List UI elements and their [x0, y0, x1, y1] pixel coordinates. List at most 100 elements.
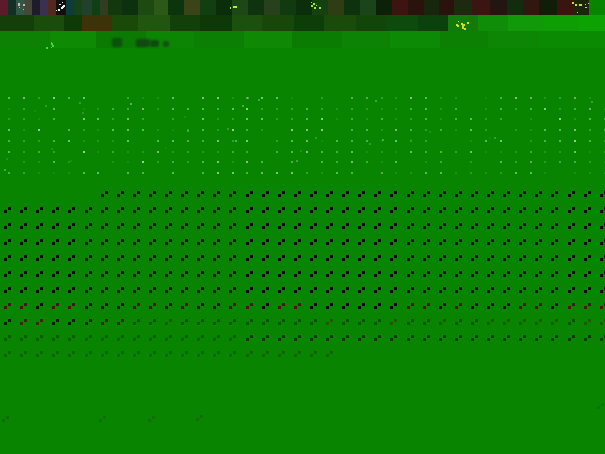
grid-dot [52, 171, 55, 174]
diagonal-mark [36, 322, 39, 325]
grid-dot [201, 139, 204, 142]
grid-dot [514, 97, 517, 99]
diagonal-mark [342, 226, 345, 229]
diagonal-mark [423, 306, 426, 309]
diagonal-mark [358, 290, 361, 293]
noise-block [216, 0, 232, 15]
sparkle-pixel [46, 47, 48, 49]
diagonal-mark [246, 322, 249, 325]
diagonal-mark [455, 290, 458, 293]
diagonal-mark [584, 210, 587, 213]
grid-dot [529, 129, 532, 132]
grid-dot [37, 150, 40, 153]
grid-dot [231, 118, 234, 121]
diagonal-mark [487, 194, 490, 197]
grid-dot [365, 118, 368, 121]
grid-dot [22, 118, 25, 121]
sparkle-pixel [315, 4, 317, 6]
grid-dot [469, 118, 472, 121]
grid-dot [246, 171, 249, 174]
diagonal-mark [471, 274, 474, 277]
grid-dot [350, 129, 353, 132]
noise-block [292, 31, 342, 48]
stray-speckle [235, 140, 238, 143]
diagonal-mark [584, 194, 587, 197]
diagonal-mark [471, 258, 474, 261]
diagonal-mark [149, 274, 152, 277]
noise-block [440, 31, 488, 48]
diagonal-mark [326, 290, 329, 293]
grid-dot [186, 129, 189, 132]
diagonal-mark [487, 210, 490, 213]
grid-dot [157, 150, 159, 153]
grid-dot [82, 139, 85, 142]
noise-block [573, 0, 589, 15]
diagonal-mark [246, 242, 249, 245]
grid-dot [320, 97, 323, 99]
grid-dot [365, 129, 368, 132]
diagonal-mark [535, 322, 538, 325]
diagonal-mark [455, 258, 458, 261]
diagonal-mark [326, 226, 329, 229]
diagonal-mark [407, 194, 410, 197]
grid-dot [186, 161, 189, 164]
grid-dot [97, 107, 100, 110]
diagonal-mark [101, 290, 104, 293]
diagonal-mark [294, 274, 297, 277]
grid-dot [395, 171, 398, 174]
diagonal-mark [4, 210, 7, 213]
noise-block [200, 0, 216, 15]
diagonal-mark [68, 226, 71, 229]
diagonal-mark [20, 226, 23, 229]
grid-dot [216, 97, 219, 99]
grid-dot [276, 139, 279, 142]
grid-dot [544, 139, 547, 142]
diagonal-mark [4, 338, 7, 341]
diagonal-mark [390, 194, 393, 197]
grid-dot [171, 139, 174, 142]
noise-block [154, 0, 168, 15]
grid-dot [112, 139, 115, 142]
diagonal-mark [503, 274, 506, 277]
diagonal-mark [117, 242, 120, 245]
grid-dot [22, 171, 25, 174]
grid-dot [440, 107, 443, 110]
grid-dot [380, 139, 383, 142]
diagonal-mark [117, 306, 120, 309]
diagonal-mark [197, 242, 200, 245]
stray-speckle [315, 136, 318, 139]
diagonal-mark [4, 290, 7, 293]
stray-speckle [257, 99, 260, 102]
diagonal-mark [551, 274, 554, 277]
diagonal-mark [165, 322, 168, 325]
noise-block [342, 31, 390, 48]
diagonal-mark [551, 322, 554, 325]
diagonal-mark [229, 210, 232, 213]
noise-block [324, 15, 356, 31]
grid-dot [216, 161, 219, 164]
diagonal-mark [165, 290, 168, 293]
diagonal-mark [310, 242, 313, 245]
diagonal-mark [213, 354, 216, 357]
diagonal-mark [407, 274, 410, 277]
grid-dot [440, 161, 443, 164]
grid-dot [589, 161, 592, 164]
grid-dot [127, 97, 130, 99]
grid-dot [365, 139, 368, 142]
diagonal-mark [20, 274, 23, 277]
grid-dot [484, 150, 487, 153]
diagonal-mark [535, 194, 538, 197]
sparkle-pixel [584, 6, 586, 8]
diagonal-mark [262, 242, 265, 245]
diagonal-mark [519, 194, 522, 197]
sparkle-pixel [61, 2, 63, 4]
noise-block [344, 0, 360, 15]
diagonal-mark [535, 274, 538, 277]
diagonal-mark [342, 210, 345, 213]
grid-dot [559, 97, 562, 99]
grid-dot [67, 171, 70, 174]
grid-dot [261, 129, 264, 132]
grid-dot [112, 129, 115, 132]
grid-dot [544, 129, 547, 132]
diagonal-mark [229, 274, 232, 277]
